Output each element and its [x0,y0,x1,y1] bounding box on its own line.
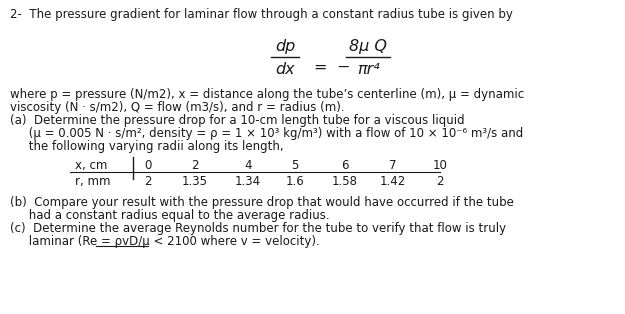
Text: (μ = 0.005 N · s/m², density = ρ = 1 × 10³ kg/m³) with a flow of 10 × 10⁻⁶ m³/s : (μ = 0.005 N · s/m², density = ρ = 1 × 1… [10,127,523,140]
Text: (a)  Determine the pressure drop for a 10-cm length tube for a viscous liquid: (a) Determine the pressure drop for a 10… [10,114,464,127]
Text: dp: dp [275,39,295,54]
Text: −: − [336,60,350,75]
Text: 2-  The pressure gradient for laminar flow through a constant radius tube is giv: 2- The pressure gradient for laminar flo… [10,8,513,21]
Text: r, mm: r, mm [75,175,111,188]
Text: 0: 0 [144,159,152,172]
Text: 1.34: 1.34 [235,175,261,188]
Text: where p = pressure (N/m2), x = distance along the tube’s centerline (m), μ = dyn: where p = pressure (N/m2), x = distance … [10,88,524,101]
Text: 1.42: 1.42 [380,175,406,188]
Text: 1.6: 1.6 [286,175,304,188]
Text: =: = [313,60,327,75]
Text: 10: 10 [432,159,447,172]
Text: x, cm: x, cm [75,159,108,172]
Text: 1.58: 1.58 [332,175,358,188]
Text: (c)  Determine the average Reynolds number for the tube to verify that flow is t: (c) Determine the average Reynolds numbe… [10,222,506,235]
Text: (b)  Compare your result with the pressure drop that would have occurred if the : (b) Compare your result with the pressur… [10,196,514,209]
Text: 6: 6 [341,159,349,172]
Text: 4: 4 [244,159,252,172]
Text: laminar (Re = ρvD/μ < 2100 where v = velocity).: laminar (Re = ρvD/μ < 2100 where v = vel… [10,235,320,248]
Text: 2: 2 [436,175,444,188]
Text: 5: 5 [291,159,299,172]
Text: 1.35: 1.35 [182,175,208,188]
Text: 7: 7 [389,159,397,172]
Text: viscosity (N · s/m2), Q = flow (m3/s), and r = radius (m).: viscosity (N · s/m2), Q = flow (m3/s), a… [10,101,344,114]
Text: the following varying radii along its length,: the following varying radii along its le… [10,140,284,153]
Text: 2: 2 [191,159,199,172]
Text: dx: dx [275,62,295,77]
Text: had a constant radius equal to the average radius.: had a constant radius equal to the avera… [10,209,329,222]
Text: 2: 2 [144,175,152,188]
Text: πr⁴: πr⁴ [357,62,379,77]
Text: 8μ Q: 8μ Q [349,39,387,54]
